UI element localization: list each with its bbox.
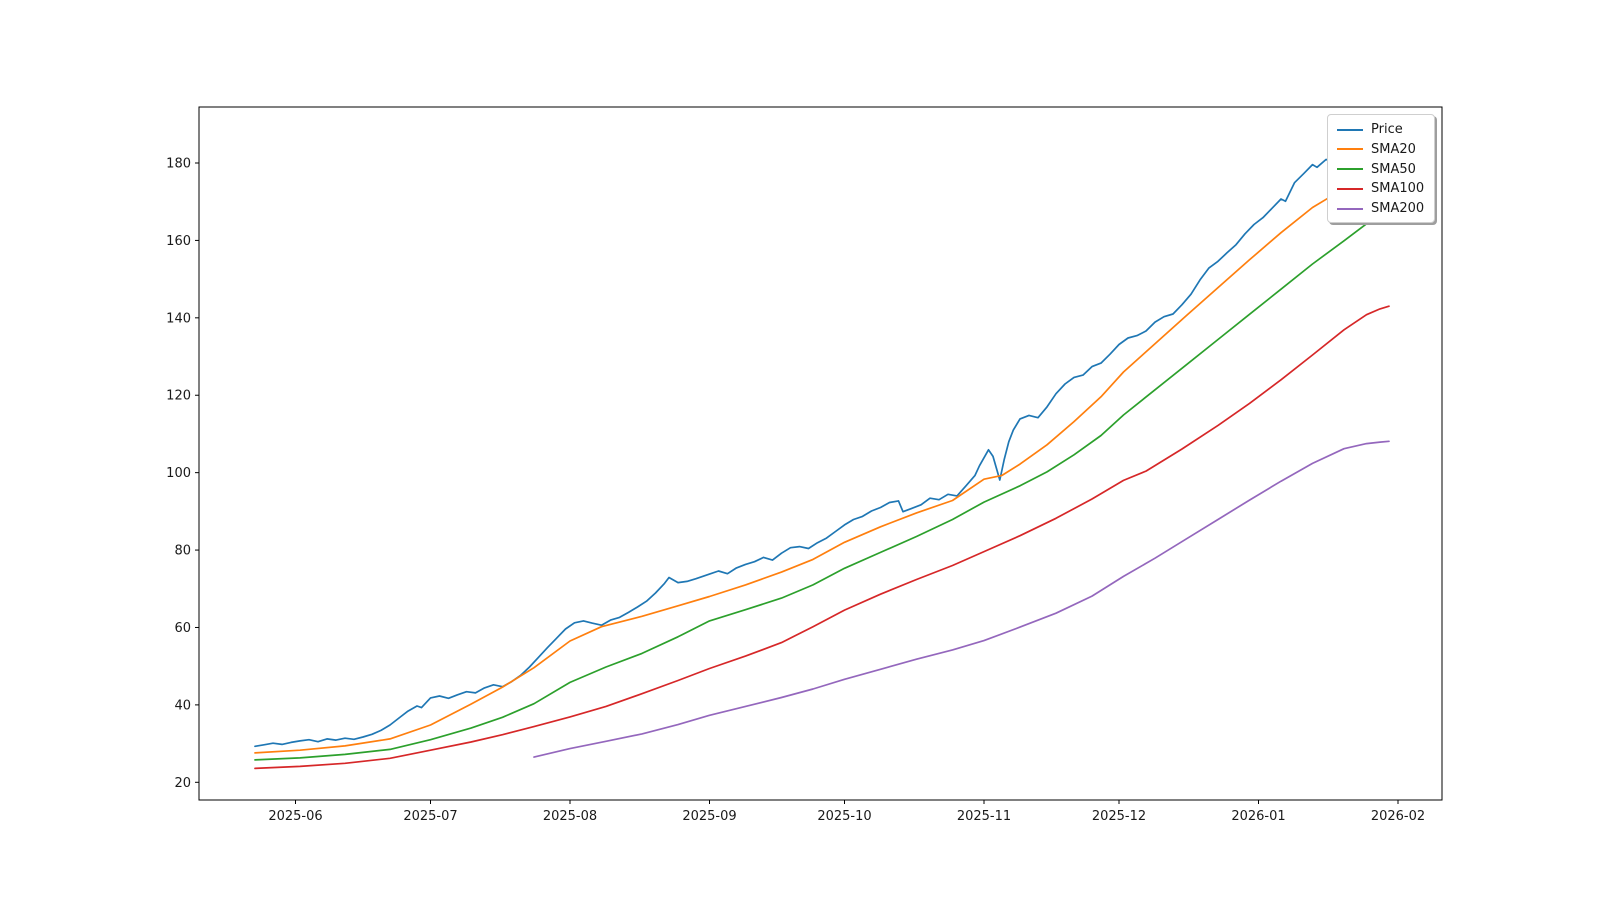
series-line-sma50	[254, 209, 1390, 761]
y-tick-label-40: 40	[174, 698, 191, 713]
y-tick-label-100: 100	[166, 466, 191, 481]
chart-legend: Price SMA20 SMA50 SMA100 SMA200	[1327, 114, 1435, 223]
y-tick-label-160: 160	[166, 234, 191, 249]
legend-line-sample-sma50	[1337, 168, 1363, 170]
legend-line-sample-sma100	[1337, 187, 1363, 190]
x-tick-label-2025-12: 2025-12	[1092, 809, 1146, 824]
x-tick-label-2025-11: 2025-11	[957, 809, 1011, 824]
x-tick-label-2026-02: 2026-02	[1371, 809, 1425, 824]
series-line-sma100	[254, 305, 1390, 770]
legend-item-price: Price	[1337, 120, 1426, 139]
legend-label-sma200: SMA200	[1371, 201, 1425, 216]
x-tick-label-2025-10: 2025-10	[817, 809, 871, 824]
y-tick-label-180: 180	[166, 157, 191, 172]
legend-item-sma100: SMA100	[1337, 179, 1426, 198]
x-tick-label-2025-07: 2025-07	[403, 809, 457, 824]
legend-item-sma20: SMA20	[1337, 140, 1426, 159]
y-tick-label-140: 140	[166, 311, 191, 326]
axes-frame	[198, 106, 1443, 801]
legend-line-sample-price	[1337, 128, 1363, 131]
series-group	[254, 152, 1390, 770]
legend-label-sma100: SMA100	[1371, 181, 1425, 197]
series-line-sma20	[254, 184, 1390, 754]
legend-label-sma50: SMA50	[1371, 161, 1416, 177]
y-tick-label-60: 60	[174, 621, 191, 636]
legend-label-price: Price	[1371, 122, 1403, 137]
x-tick-label-2025-06: 2025-06	[268, 809, 322, 824]
x-tick-label-2026-01: 2026-01	[1231, 809, 1285, 824]
series-line-sma200	[533, 440, 1390, 758]
legend-label-sma20: SMA20	[1371, 141, 1416, 157]
x-tick-label-2025-09: 2025-09	[682, 809, 736, 824]
legend-line-sample-sma20	[1337, 148, 1363, 151]
x-tick-label-2025-08: 2025-08	[543, 809, 597, 824]
legend-item-sma200: SMA200	[1337, 199, 1426, 218]
y-tick-label-80: 80	[174, 544, 191, 559]
series-line-price	[254, 152, 1390, 748]
legend-line-sample-sma200	[1337, 207, 1363, 210]
y-tick-label-120: 120	[166, 389, 191, 404]
legend-item-sma50: SMA50	[1337, 160, 1426, 179]
y-tick-label-20: 20	[174, 776, 191, 791]
